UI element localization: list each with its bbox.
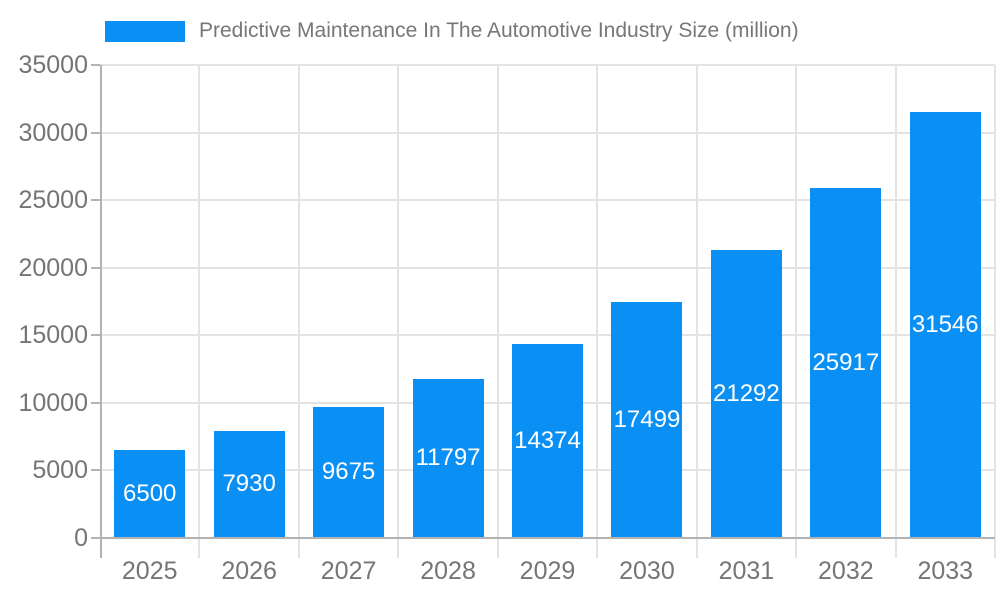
bar-value-label: 21292 xyxy=(713,379,780,407)
bar-value-label: 14374 xyxy=(514,426,581,454)
bar-value-label: 11797 xyxy=(415,444,481,472)
bar: 11797 xyxy=(412,378,484,538)
bar: 9675 xyxy=(313,407,385,538)
y-tick-label: 0 xyxy=(74,524,88,552)
h-gridline xyxy=(100,266,995,269)
x-tick-mark xyxy=(297,539,300,558)
v-gridline xyxy=(596,65,599,538)
bar-value-label: 7930 xyxy=(222,470,276,498)
x-tick-mark xyxy=(894,539,897,558)
y-tick-mark xyxy=(91,64,100,66)
bar: 14374 xyxy=(511,343,584,538)
x-tick-label: 2029 xyxy=(519,557,576,585)
v-gridline xyxy=(198,65,201,538)
x-axis-line xyxy=(100,537,995,539)
bar: 7930 xyxy=(213,430,285,538)
y-tick-mark xyxy=(91,401,100,404)
legend-swatch[interactable] xyxy=(105,20,185,42)
bar-value-label: 31546 xyxy=(911,310,979,338)
bar-value-label: 9675 xyxy=(321,458,376,486)
h-gridline xyxy=(100,199,995,202)
y-tick-label: 10000 xyxy=(18,388,88,417)
y-tick-label: 30000 xyxy=(18,118,88,147)
bar: 25917 xyxy=(810,187,882,538)
bar-value-label: 17499 xyxy=(613,405,681,433)
h-gridline xyxy=(100,64,995,66)
x-tick-label: 2028 xyxy=(420,557,476,585)
plot-area: 6500 7930 9675 11797 14374 17499 21292 25917 315… xyxy=(100,64,996,538)
v-gridline xyxy=(894,65,897,538)
x-tick-label: 2032 xyxy=(818,557,874,585)
x-tick-label: 2030 xyxy=(619,557,675,585)
bar: 6500 xyxy=(114,450,186,538)
v-gridline xyxy=(496,65,499,538)
bar: 31546 xyxy=(909,111,981,538)
y-tick-mark xyxy=(91,199,100,202)
y-tick-label: 15000 xyxy=(18,321,88,350)
y-tick-label: 5000 xyxy=(32,456,88,485)
h-gridline xyxy=(100,334,995,337)
x-tick-mark xyxy=(994,539,996,558)
x-tick-mark xyxy=(695,539,698,558)
x-tick-mark xyxy=(198,539,201,558)
x-tick-mark xyxy=(397,539,400,558)
y-tick-mark xyxy=(91,266,100,269)
y-tick-mark xyxy=(91,469,100,472)
y-tick-label: 35000 xyxy=(18,51,88,79)
v-gridline xyxy=(795,65,798,538)
v-gridline xyxy=(695,65,698,538)
x-tick-mark xyxy=(795,539,798,558)
y-tick-mark xyxy=(91,131,100,134)
bar: 17499 xyxy=(611,301,683,538)
x-tick-label: 2025 xyxy=(121,557,178,585)
legend[interactable]: Predictive Maintenance In The Automotive… xyxy=(105,19,799,43)
y-axis-line xyxy=(100,65,102,558)
x-tick-mark xyxy=(496,539,499,558)
x-tick-label: 2027 xyxy=(320,557,377,585)
h-gridline xyxy=(100,131,995,134)
v-gridline xyxy=(994,65,996,538)
bar-value-label: 25917 xyxy=(812,348,880,376)
x-tick-mark xyxy=(596,539,599,558)
v-gridline xyxy=(397,65,400,538)
x-tick-label: 2026 xyxy=(221,557,277,585)
y-tick-mark xyxy=(91,537,100,539)
y-tick-mark xyxy=(91,334,100,337)
bar: 21292 xyxy=(710,250,782,538)
bar-value-label: 6500 xyxy=(123,479,177,507)
y-tick-label: 20000 xyxy=(18,253,88,282)
v-gridline xyxy=(297,65,300,538)
x-tick-label: 2031 xyxy=(718,557,775,585)
y-tick-label: 25000 xyxy=(18,186,88,215)
legend-label: Predictive Maintenance In The Automotive… xyxy=(199,19,799,42)
x-tick-label: 2033 xyxy=(917,557,974,585)
